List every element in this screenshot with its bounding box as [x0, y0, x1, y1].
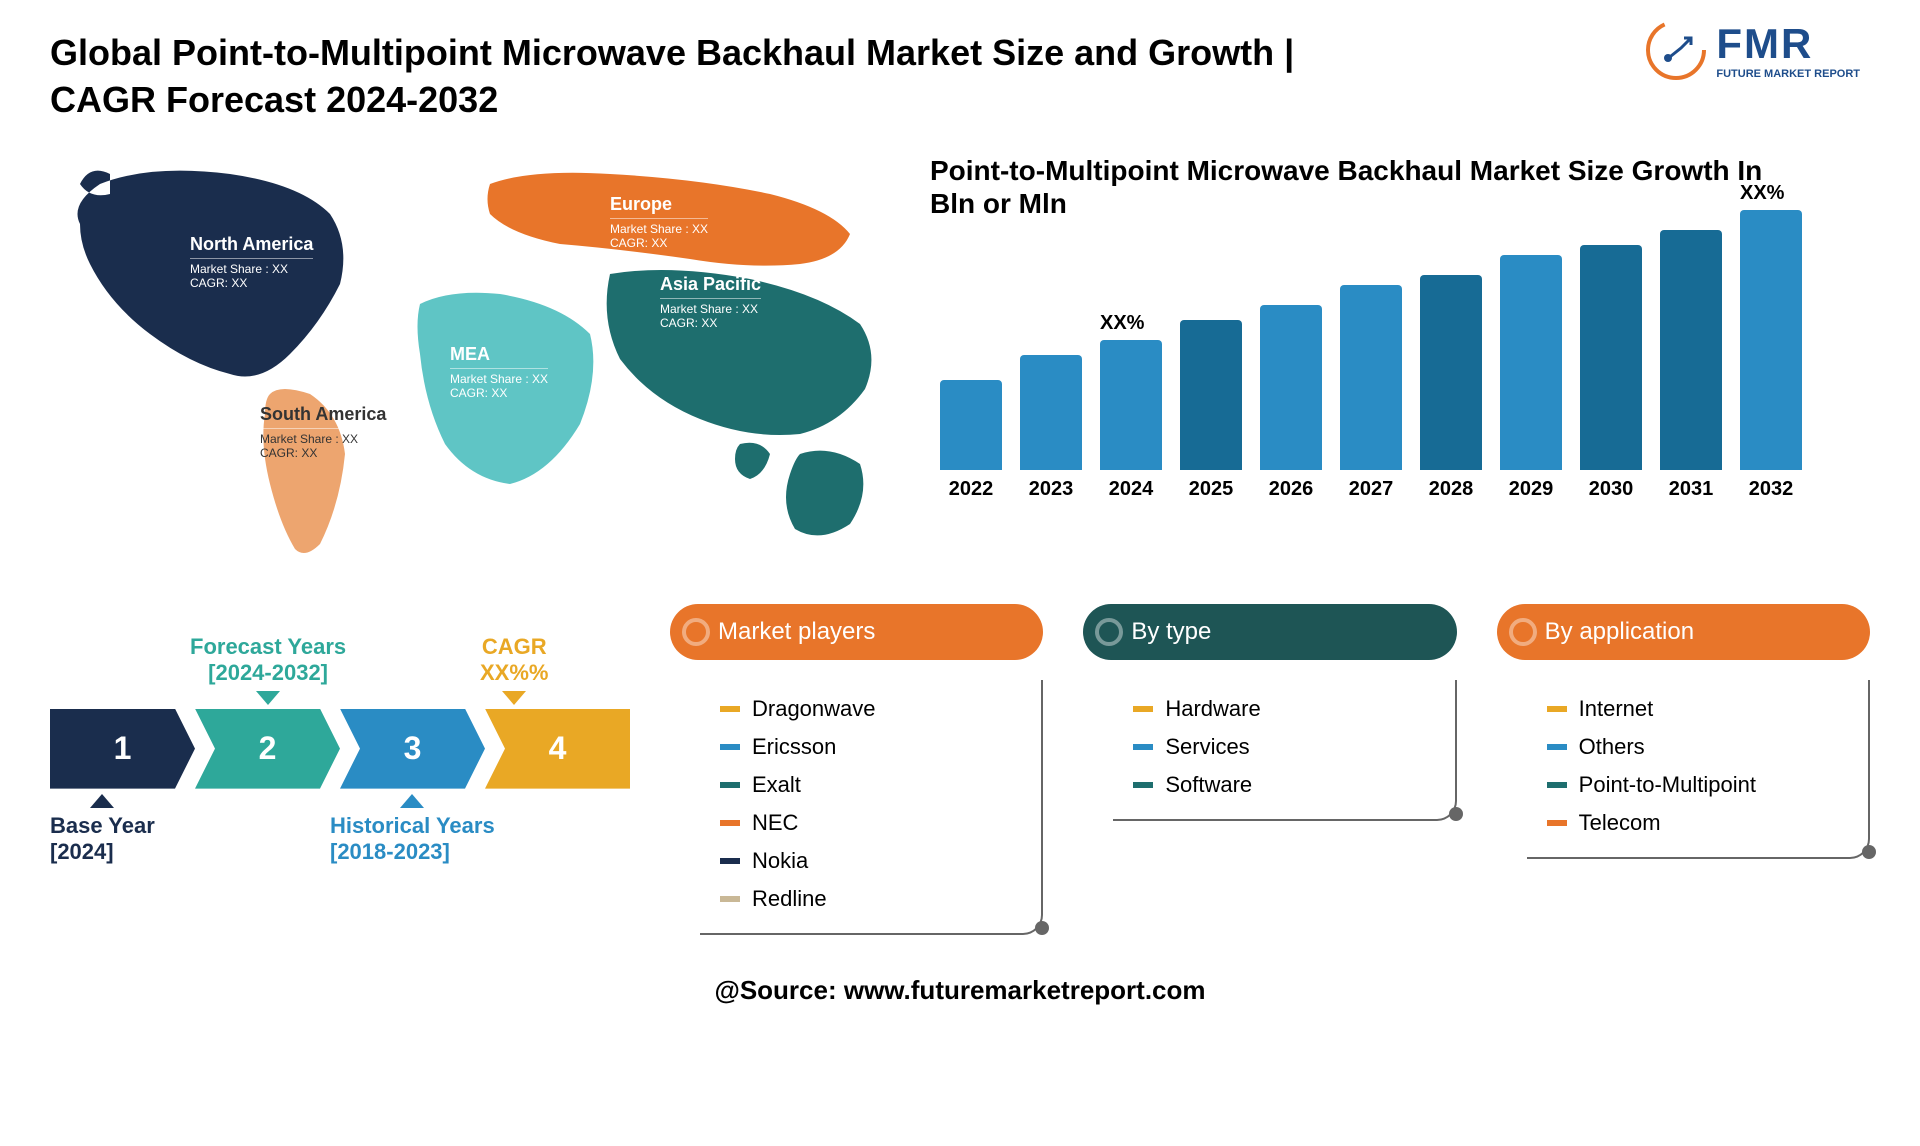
bar-2031: 2031 — [1660, 230, 1722, 501]
pill-item: Services — [1133, 728, 1434, 766]
bar-2026: 2026 — [1260, 305, 1322, 501]
timeline-segment-2: 2 — [195, 709, 340, 789]
map-label-mea: MEAMarket Share : XXCAGR: XX — [450, 344, 548, 400]
map-label-europe: EuropeMarket Share : XXCAGR: XX — [610, 194, 708, 250]
fmr-logo: FMR FUTURE MARKET REPORT — [1646, 20, 1860, 80]
map-label-asia-pacific: Asia PacificMarket Share : XXCAGR: XX — [660, 274, 761, 330]
pill-item: NEC — [720, 804, 1021, 842]
map-label-north-america: North AmericaMarket Share : XXCAGR: XX — [190, 234, 313, 290]
pill-list: DragonwaveEricssonExaltNECNokiaRedline — [700, 680, 1043, 935]
logo-fmr-text: FMR — [1716, 20, 1860, 68]
pill-item: Software — [1133, 766, 1434, 804]
title-line-2: CAGR Forecast 2024-2032 — [50, 79, 498, 120]
world-map: North AmericaMarket Share : XXCAGR: XX So… — [50, 144, 900, 564]
pill-item: Others — [1547, 728, 1848, 766]
pill-header: By application — [1497, 604, 1870, 660]
pill-header: Market players — [670, 604, 1043, 660]
bar-2025: 2025 — [1180, 320, 1242, 501]
bar-2024: XX%2024 — [1100, 340, 1162, 501]
bar-chart: 20222023XX%20242025202620272028202920302… — [930, 241, 1870, 501]
pill-list: InternetOthersPoint-to-MultipointTelecom — [1527, 680, 1870, 859]
pill-header: By type — [1083, 604, 1456, 660]
pill-column: Market players DragonwaveEricssonExaltNEC… — [670, 604, 1043, 935]
bar-2029: 2029 — [1500, 255, 1562, 501]
pill-item: Telecom — [1547, 804, 1848, 842]
pill-item: Hardware — [1133, 690, 1434, 728]
pill-item: Exalt — [720, 766, 1021, 804]
bar-2030: 2030 — [1580, 245, 1642, 501]
pill-item: Redline — [720, 880, 1021, 918]
timeline-segment-3: 3 — [340, 709, 485, 789]
chart-title: Point-to-Multipoint Microwave Backhaul M… — [930, 154, 1870, 221]
logo-sub-text: FUTURE MARKET REPORT — [1716, 68, 1860, 80]
map-label-south-america: South AmericaMarket Share : XXCAGR: XX — [260, 404, 386, 460]
bar-2027: 2027 — [1340, 285, 1402, 501]
source-line: @Source: www.futuremarketreport.com — [50, 975, 1870, 1006]
bar-2023: 2023 — [1020, 355, 1082, 501]
title-line-1: Global Point-to-Multipoint Microwave Bac… — [50, 32, 1294, 73]
timeline-segment-1: 1 — [50, 709, 195, 789]
pill-item: Dragonwave — [720, 690, 1021, 728]
bar-chart-section: Point-to-Multipoint Microwave Backhaul M… — [930, 144, 1870, 564]
timeline-top-label: Forecast Years[2024-2032] — [190, 634, 346, 705]
bar-2028: 2028 — [1420, 275, 1482, 501]
timeline-bottom-label: Historical Years[2018-2023] — [330, 794, 495, 865]
timeline: Forecast Years[2024-2032] CAGRXX%% 1234 B… — [50, 604, 630, 935]
timeline-top-label: CAGRXX%% — [480, 634, 548, 705]
bar-2032: XX%2032 — [1740, 210, 1802, 501]
logo-icon — [1646, 20, 1706, 80]
pill-list: HardwareServicesSoftware — [1113, 680, 1456, 821]
pill-item: Internet — [1547, 690, 1848, 728]
pill-item: Point-to-Multipoint — [1547, 766, 1848, 804]
pill-item: Nokia — [720, 842, 1021, 880]
pill-item: Ericsson — [720, 728, 1021, 766]
page-title: Global Point-to-Multipoint Microwave Bac… — [50, 30, 1450, 124]
pill-column: By type HardwareServicesSoftware — [1083, 604, 1456, 935]
bar-2022: 2022 — [940, 380, 1002, 501]
pill-column: By application InternetOthersPoint-to-Mul… — [1497, 604, 1870, 935]
timeline-segment-4: 4 — [485, 709, 630, 789]
timeline-bottom-label: Base Year[2024] — [50, 794, 155, 865]
